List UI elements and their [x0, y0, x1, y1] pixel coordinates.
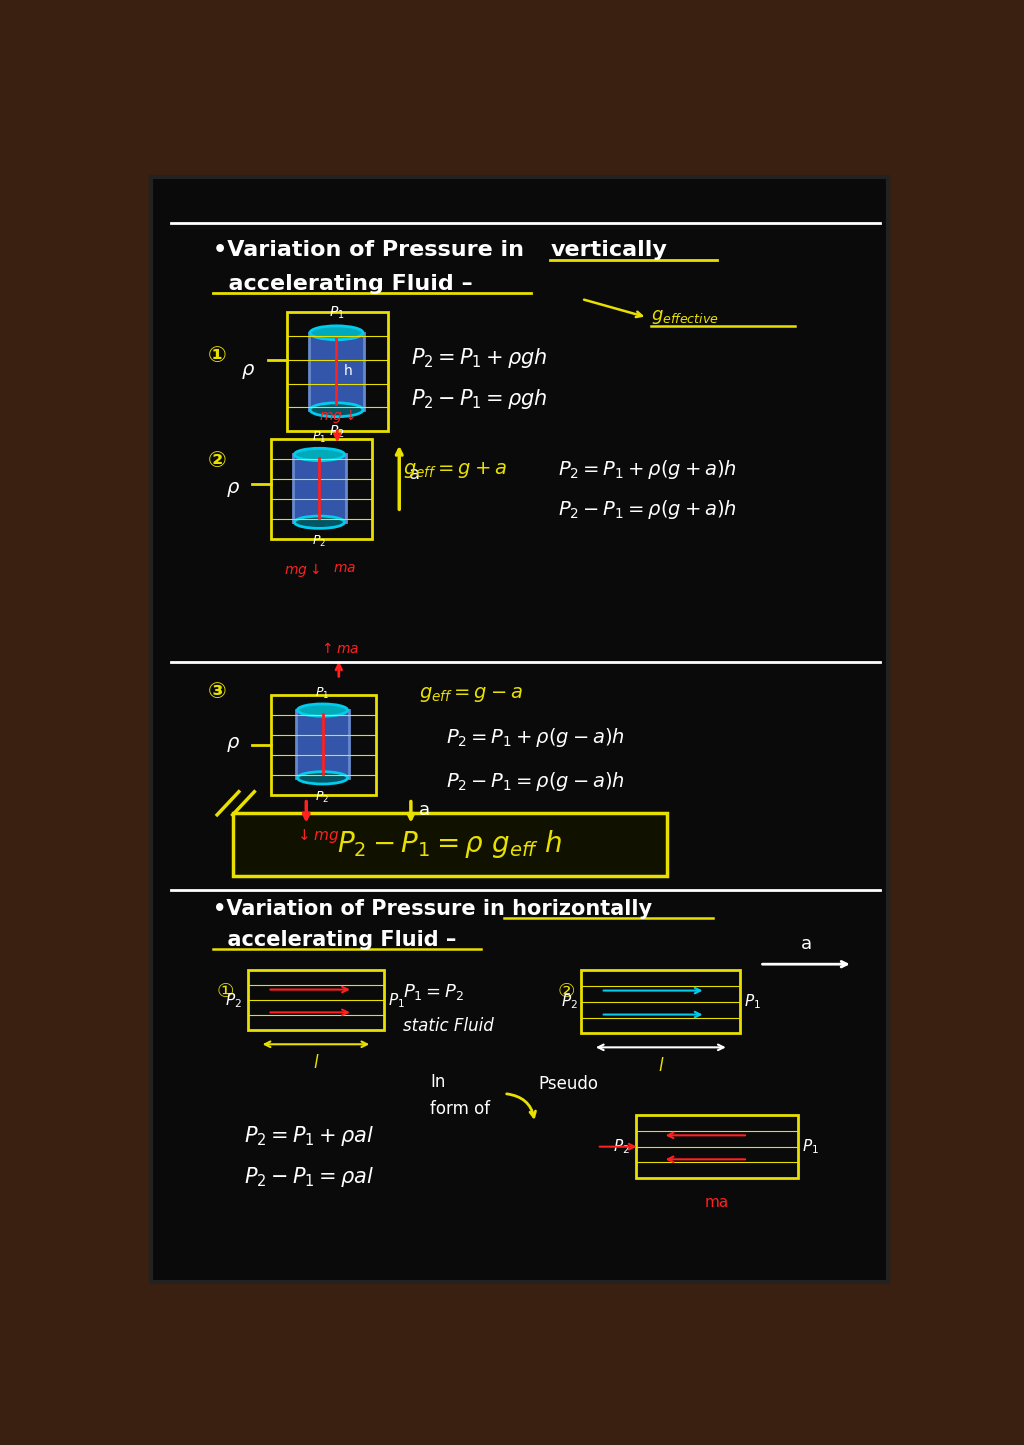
Text: $P_2 = P_1 + \rho a l$: $P_2 = P_1 + \rho a l$ — [245, 1124, 374, 1147]
Text: $P_1$: $P_1$ — [315, 686, 330, 701]
Ellipse shape — [298, 772, 347, 785]
Text: l: l — [313, 1053, 318, 1072]
Text: •Variation of Pressure in: •Variation of Pressure in — [213, 240, 540, 260]
Bar — [271, 695, 376, 795]
Bar — [308, 332, 365, 410]
Text: $P_1$: $P_1$ — [802, 1137, 819, 1156]
Text: $P_2 - P_1 = \rho\ g_{eff}\ h$: $P_2 - P_1 = \rho\ g_{eff}\ h$ — [337, 828, 562, 860]
Text: $g_{effective}$: $g_{effective}$ — [651, 308, 719, 327]
Ellipse shape — [298, 704, 347, 717]
Text: ma: ma — [705, 1195, 729, 1211]
Text: $\rho$: $\rho$ — [241, 363, 255, 381]
Text: $P_2$: $P_2$ — [560, 993, 578, 1011]
Text: $P_1$: $P_1$ — [312, 431, 327, 445]
Bar — [248, 971, 384, 1030]
Text: In: In — [430, 1074, 445, 1091]
Text: •Variation of Pressure in horizontally: •Variation of Pressure in horizontally — [213, 899, 652, 919]
Text: h: h — [344, 364, 353, 379]
Text: a: a — [801, 935, 812, 954]
Text: $\rho$: $\rho$ — [225, 480, 240, 499]
Text: $mg\downarrow$: $mg\downarrow$ — [319, 407, 355, 425]
Text: a: a — [410, 465, 421, 483]
Text: $P_2 - P_1 = \rho g h$: $P_2 - P_1 = \rho g h$ — [411, 387, 548, 410]
Text: $\rho$: $\rho$ — [225, 736, 240, 754]
Text: $P_1$: $P_1$ — [388, 991, 404, 1010]
Text: static Fluid: static Fluid — [403, 1017, 494, 1035]
Text: $P_1 = P_2$: $P_1 = P_2$ — [403, 983, 464, 1001]
Text: $P_2 - P_1 = \rho(g+a)h$: $P_2 - P_1 = \rho(g+a)h$ — [558, 499, 737, 522]
Text: $P_2$: $P_2$ — [329, 423, 344, 441]
Bar — [636, 1116, 799, 1178]
Text: $P_2 = P_1 + \rho(g+a)h$: $P_2 = P_1 + \rho(g+a)h$ — [558, 458, 737, 481]
Text: accelerating Fluid –: accelerating Fluid – — [213, 273, 473, 293]
Text: ②: ② — [557, 983, 574, 1001]
Text: vertically: vertically — [550, 240, 668, 260]
Ellipse shape — [294, 516, 344, 529]
Text: $P_2$: $P_2$ — [315, 789, 330, 805]
Text: ②: ② — [208, 451, 226, 471]
Text: $P_1$: $P_1$ — [329, 305, 344, 321]
Bar — [271, 439, 372, 539]
FancyBboxPatch shape — [232, 812, 667, 876]
Text: $P_2 = P_1 + \rho(g-a)h$: $P_2 = P_1 + \rho(g-a)h$ — [445, 727, 625, 750]
Text: $P_2$: $P_2$ — [312, 533, 327, 549]
Bar — [287, 312, 388, 432]
Text: ①: ① — [216, 983, 233, 1001]
Text: accelerating Fluid –: accelerating Fluid – — [213, 929, 457, 949]
Bar — [582, 971, 740, 1033]
Text: ③: ③ — [208, 682, 226, 702]
Text: $g_{eff} = g+a$: $g_{eff} = g+a$ — [403, 460, 507, 480]
Text: $P_2 - P_1 = \rho a l$: $P_2 - P_1 = \rho a l$ — [245, 1165, 374, 1189]
Text: $P_2$: $P_2$ — [225, 991, 242, 1010]
Ellipse shape — [294, 448, 344, 461]
Text: $mg\downarrow$: $mg\downarrow$ — [285, 561, 321, 578]
Text: a: a — [419, 801, 430, 819]
Ellipse shape — [310, 403, 362, 416]
Text: $P_2$: $P_2$ — [612, 1137, 630, 1156]
Text: $P_2 - P_1 = \rho(g-a)h$: $P_2 - P_1 = \rho(g-a)h$ — [445, 770, 625, 793]
Text: Pseudo: Pseudo — [539, 1075, 599, 1094]
Text: $ma$: $ma$ — [334, 561, 356, 575]
Text: $P_1$: $P_1$ — [744, 993, 761, 1011]
Text: ①: ① — [208, 345, 226, 366]
Ellipse shape — [310, 327, 362, 340]
Bar — [293, 454, 346, 522]
Text: $\uparrow ma$: $\uparrow ma$ — [318, 642, 358, 656]
Text: $\downarrow mg$: $\downarrow mg$ — [295, 827, 339, 845]
Text: l: l — [658, 1056, 664, 1075]
Text: $P_2 = P_1 + \rho g h$: $P_2 = P_1 + \rho g h$ — [411, 347, 548, 370]
Bar — [296, 709, 349, 777]
Text: $g_{eff} = g - a$: $g_{eff} = g - a$ — [419, 685, 522, 704]
Text: form of: form of — [430, 1100, 490, 1118]
